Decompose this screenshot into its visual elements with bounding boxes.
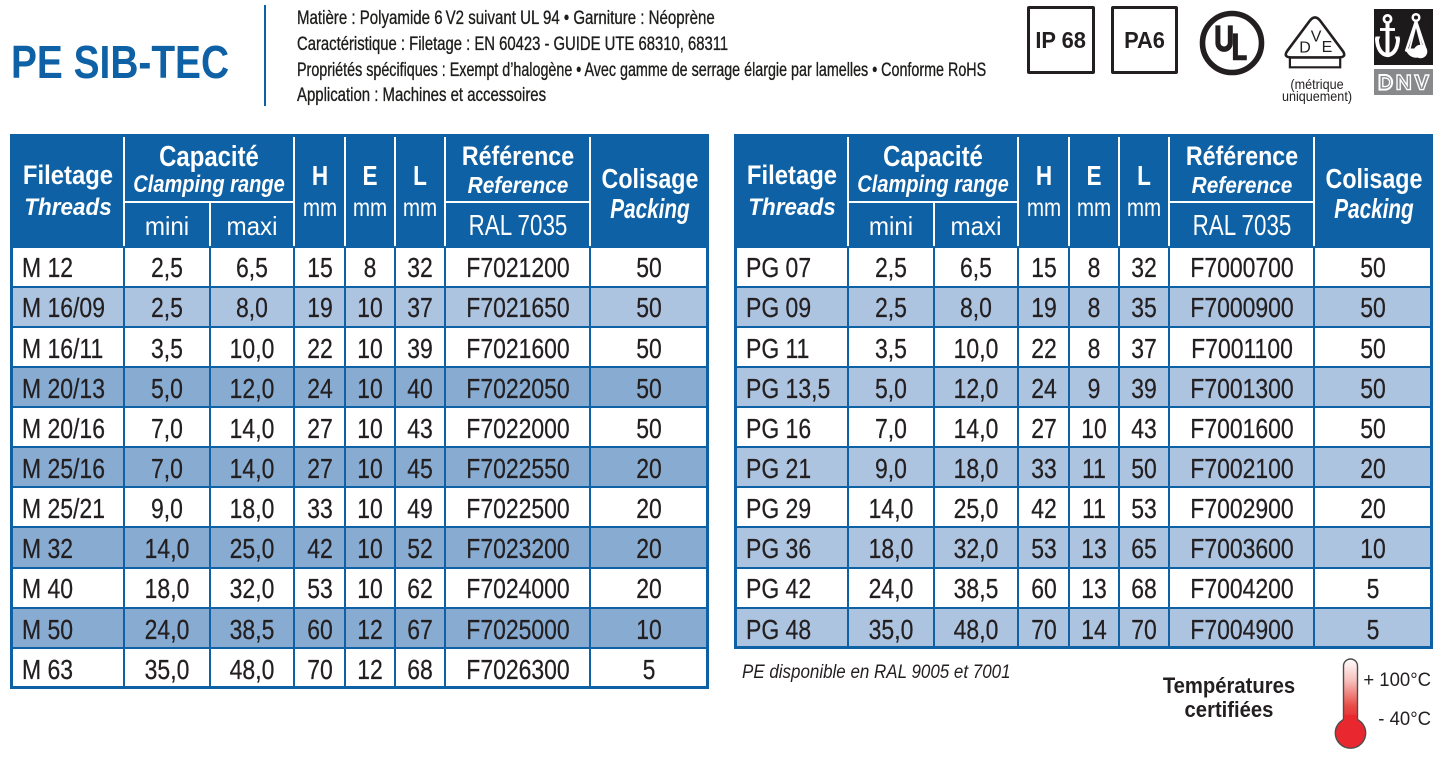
svg-text:V: V: [1311, 29, 1322, 46]
svg-text:D: D: [1299, 40, 1311, 57]
svg-text:E: E: [1322, 39, 1333, 56]
